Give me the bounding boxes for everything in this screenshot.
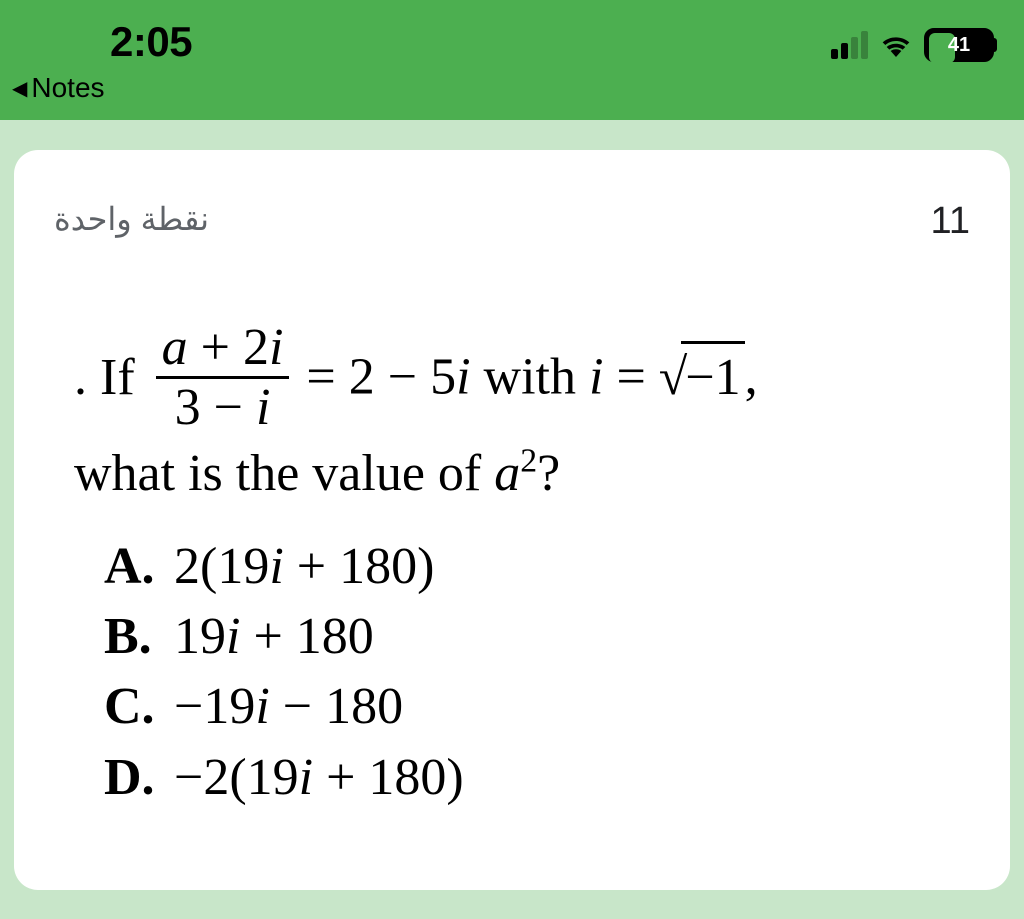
answer-option-d[interactable]: D. −2(19i + 180) xyxy=(104,743,970,813)
answer-option-b[interactable]: B. 19i + 180 xyxy=(104,602,970,672)
eq-i-2: i xyxy=(589,349,603,406)
question-var: a xyxy=(494,445,520,502)
question-text: . If a + 2i3 − i = 2 − 5i with i = √−1, … xyxy=(74,323,970,508)
answer-value: −2(19i + 180) xyxy=(174,743,464,813)
sqrt: √−1 xyxy=(659,341,745,412)
back-triangle-icon: ◀ xyxy=(12,76,27,101)
answer-value: 2(19i + 180) xyxy=(174,532,434,602)
status-icons: 41 xyxy=(831,28,994,62)
answer-letter: B. xyxy=(104,602,174,672)
question-prefix: . If xyxy=(74,349,148,406)
answer-value: 19i + 180 xyxy=(174,602,374,672)
question-number: 11 xyxy=(931,200,970,243)
eq-part-1: = 2 − 5 xyxy=(293,349,456,406)
question-body: . If a + 2i3 − i = 2 − 5i with i = √−1, … xyxy=(54,323,970,813)
question-card: نقطة واحدة 11 . If a + 2i3 − i = 2 − 5i … xyxy=(14,150,1010,890)
card-header: نقطة واحدة 11 xyxy=(54,200,970,243)
status-bar: 2:05 ◀ Notes 41 xyxy=(0,0,1024,120)
content-area: نقطة واحدة 11 . If a + 2i3 − i = 2 − 5i … xyxy=(0,120,1024,890)
eq-i-1: i xyxy=(456,349,470,406)
eq-with: with xyxy=(471,349,589,406)
sqrt-content: −1 xyxy=(681,341,744,412)
cellular-signal-icon xyxy=(831,31,868,59)
answer-option-c[interactable]: C. −19i − 180 xyxy=(104,672,970,742)
back-to-notes[interactable]: ◀ Notes xyxy=(12,72,105,104)
answer-letter: D. xyxy=(104,743,174,813)
answer-option-a[interactable]: A. 2(19i + 180) xyxy=(104,532,970,602)
fraction-denominator: 3 − i xyxy=(156,379,290,436)
answer-value: −19i − 180 xyxy=(174,672,403,742)
answer-list: A. 2(19i + 180) B. 19i + 180 C. −19i − 1… xyxy=(74,532,970,813)
wifi-icon xyxy=(880,33,912,57)
question-mark: ? xyxy=(537,445,560,502)
question-exp: 2 xyxy=(520,443,537,480)
battery-icon: 41 xyxy=(924,28,994,62)
eq-equals: = xyxy=(603,349,658,406)
points-label: نقطة واحدة xyxy=(54,200,209,238)
answer-letter: A. xyxy=(104,532,174,602)
fraction: a + 2i3 − i xyxy=(156,319,290,436)
back-label: Notes xyxy=(31,72,104,104)
battery-level-text: 41 xyxy=(929,34,989,57)
answer-letter: C. xyxy=(104,672,174,742)
question-line2: what is the value of xyxy=(74,445,494,502)
status-time: 2:05 xyxy=(110,18,192,66)
fraction-numerator: a + 2i xyxy=(156,319,290,379)
